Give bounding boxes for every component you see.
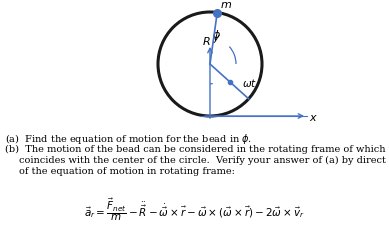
Text: (a)  Find the equation of motion for the bead in $\phi$.: (a) Find the equation of motion for the …: [5, 131, 252, 145]
Text: y: y: [212, 33, 219, 43]
Text: x: x: [309, 113, 315, 122]
Text: $\vec{a}_r = \dfrac{\vec{F}_{net}}{m} - \ddot{\vec{R}} - \dot{\vec{\omega}} \tim: $\vec{a}_r = \dfrac{\vec{F}_{net}}{m} - …: [84, 196, 304, 222]
Text: $\phi$: $\phi$: [212, 28, 221, 42]
Text: (b)  The motion of the bead can be considered in the rotating frame of which the: (b) The motion of the bead can be consid…: [5, 144, 389, 153]
Text: R: R: [202, 37, 210, 47]
Text: m: m: [220, 0, 231, 10]
Text: coincides with the center of the circle.  Verify your answer of (a) by direct ap: coincides with the center of the circle.…: [19, 155, 389, 164]
Text: $\omega t$: $\omega t$: [242, 77, 257, 89]
Text: of the equation of motion in rotating frame:: of the equation of motion in rotating fr…: [19, 166, 235, 175]
